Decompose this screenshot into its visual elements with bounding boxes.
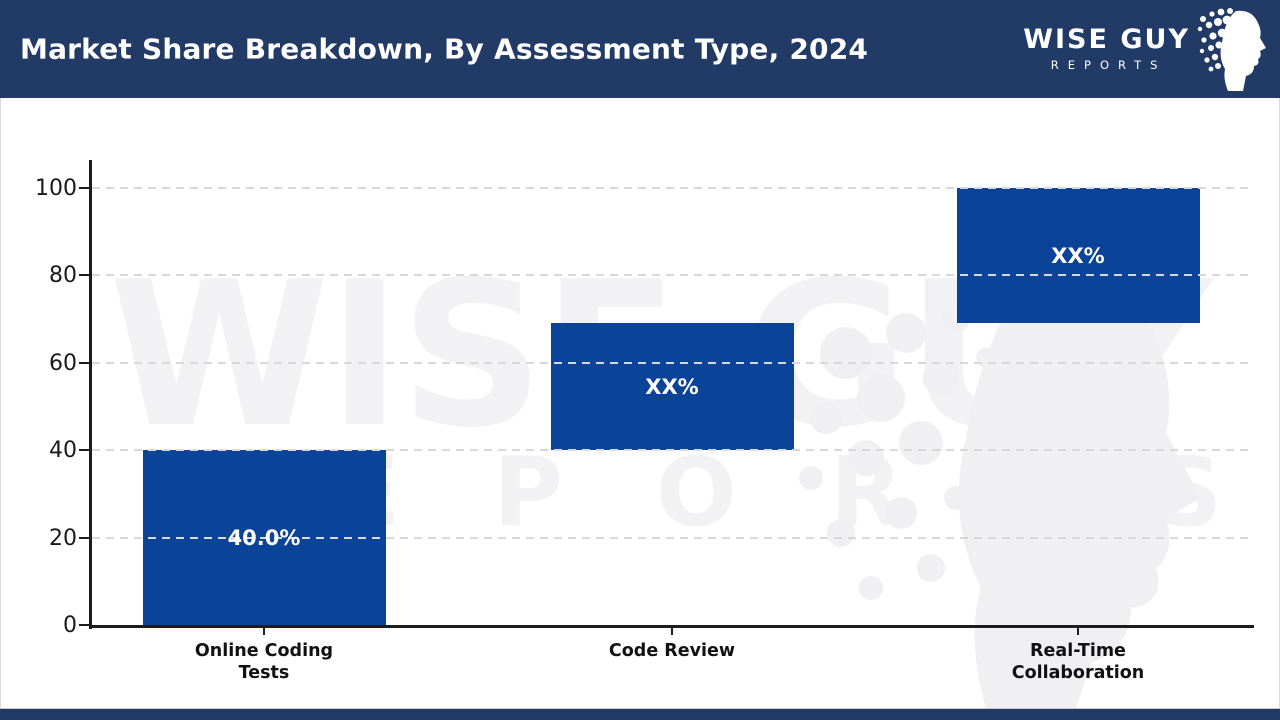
y-tick-80 [79,274,89,277]
category-label-line: Code Review [608,641,736,661]
y-axis-spine [89,160,92,629]
y-tick-60 [79,361,89,364]
y-tick-label-100: 100 [35,176,77,201]
y-tick-100 [79,187,89,189]
y-tick-0 [79,624,89,626]
gridline-40 [92,449,1254,452]
y-tick-40 [79,449,89,452]
bar-value-label-online-coding-tests: 40.0% [227,525,301,550]
category-label-line: Real-Time [1030,641,1126,661]
category-label-code-review: Code Review [542,641,802,663]
gridline-80 [92,274,1254,277]
logo-text: WISE GUY REPORTS [1023,26,1190,72]
x-tick-code-review [671,628,673,635]
x-axis-spine [89,625,1254,628]
y-tick-label-0: 0 [63,613,77,638]
dotted-face-icon [1197,8,1266,91]
y-tick-label-40: 40 [49,438,77,464]
plot-area: WISE GUY R E P O R T S 0 20 40 60 80 100 40.0… [0,98,1280,709]
category-label-line: Online Coding [194,641,334,661]
gridline-100 [92,187,1254,189]
wise-guy-reports-logo: WISE GUY REPORTS [1023,6,1268,92]
bar-value-label-real-time-collaboration: XX% [1051,243,1105,268]
logo-subtitle: REPORTS [1050,58,1167,72]
y-tick-label-20: 20 [49,525,77,551]
footer-band [0,708,1280,720]
gridline-60 [92,361,1254,364]
category-label-line: Collaboration [1011,662,1145,683]
bar-value-label-code-review: XX% [645,374,699,399]
gridline-20 [92,536,1254,539]
bar-real-time-collaboration [956,188,1200,324]
x-tick-online-coding-tests [263,628,265,635]
x-tick-real-time-collaboration [1077,628,1079,635]
logo-name: WISE GUY [1023,24,1190,55]
chart-title: Market Share Breakdown, By Assessment Ty… [20,32,869,66]
header-band: Market Share Breakdown, By Assessment Ty… [0,0,1280,98]
y-tick-20 [79,536,89,539]
y-tick-label-60: 60 [49,350,77,376]
category-label-real-time-collaboration: Real-Time Collaboration [948,641,1208,685]
y-tick-label-80: 80 [49,263,77,289]
watermark-dotted-face [799,266,1201,708]
category-label-online-coding-tests: Online Coding Tests [134,641,394,685]
bar-code-review [550,323,794,451]
category-label-line: Tests [238,662,290,683]
